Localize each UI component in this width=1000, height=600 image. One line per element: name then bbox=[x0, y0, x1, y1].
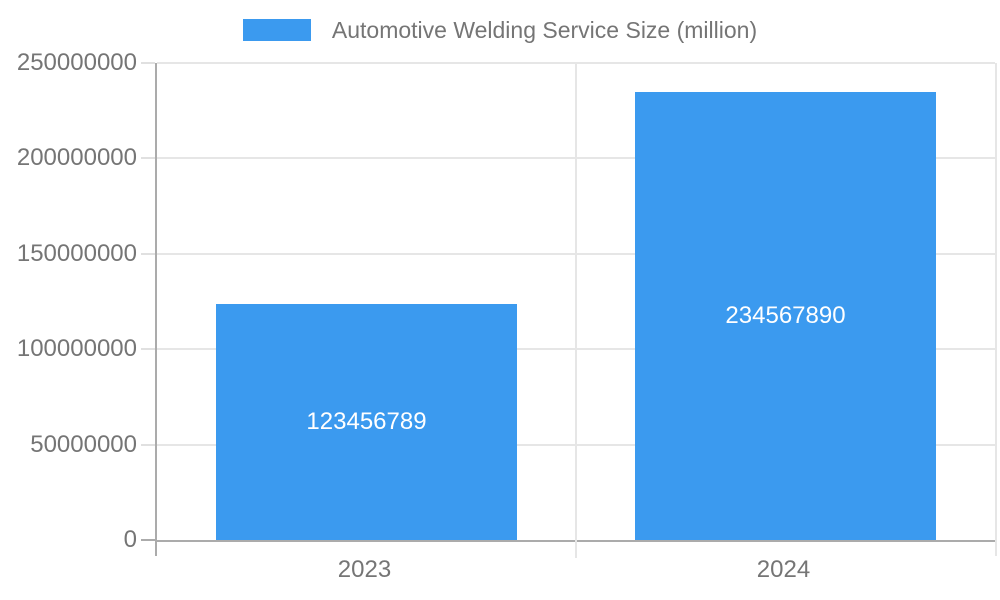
bar-2023[interactable]: 123456789 bbox=[216, 304, 517, 540]
gridline bbox=[157, 443, 995, 446]
plot-area: 123456789 234567890 bbox=[141, 62, 997, 558]
y-tick-label: 200000000 bbox=[16, 144, 137, 172]
bar-slot-2023: 123456789 bbox=[157, 63, 576, 540]
y-tick-label: 150000000 bbox=[16, 239, 137, 267]
legend-label: Automotive Welding Service Size (million… bbox=[331, 17, 758, 43]
category-divider-line bbox=[575, 63, 577, 558]
y-tick-label: 100000000 bbox=[16, 335, 137, 363]
bars: 123456789 234567890 bbox=[157, 63, 995, 540]
y-tick-mark bbox=[141, 157, 155, 160]
bar-value-label: 123456789 bbox=[306, 408, 427, 436]
y-tick-mark bbox=[141, 62, 155, 64]
y-tick-mark bbox=[141, 348, 155, 351]
y-tick-label: 50000000 bbox=[30, 430, 137, 458]
y-axis-labels: 0 50000000 100000000 150000000 200000000 2500… bbox=[0, 51, 137, 552]
y-tick-mark bbox=[141, 539, 155, 541]
x-axis-tick-right bbox=[995, 540, 997, 556]
y-tick-label: 0 bbox=[123, 526, 137, 553]
x-tick-2023: 2023 bbox=[337, 556, 392, 583]
gridline bbox=[157, 348, 995, 351]
y-tick-label: 250000000 bbox=[16, 49, 137, 76]
gridline bbox=[157, 157, 995, 160]
legend[interactable]: Automotive Welding Service Size (million… bbox=[0, 17, 1000, 43]
y-tick-mark bbox=[141, 252, 155, 255]
x-axis-tick-left bbox=[155, 540, 157, 556]
x-axis-labels: 2023 2024 bbox=[155, 556, 993, 584]
bar-2024[interactable]: 234567890 bbox=[635, 92, 936, 540]
gridline bbox=[157, 62, 995, 64]
x-tick-2024: 2024 bbox=[756, 556, 811, 583]
gridline bbox=[157, 252, 995, 255]
y-tick-mark bbox=[141, 443, 155, 446]
legend-swatch bbox=[242, 19, 311, 41]
bar-value-label: 234567890 bbox=[725, 302, 846, 330]
bar-slot-2024: 234567890 bbox=[576, 63, 995, 540]
